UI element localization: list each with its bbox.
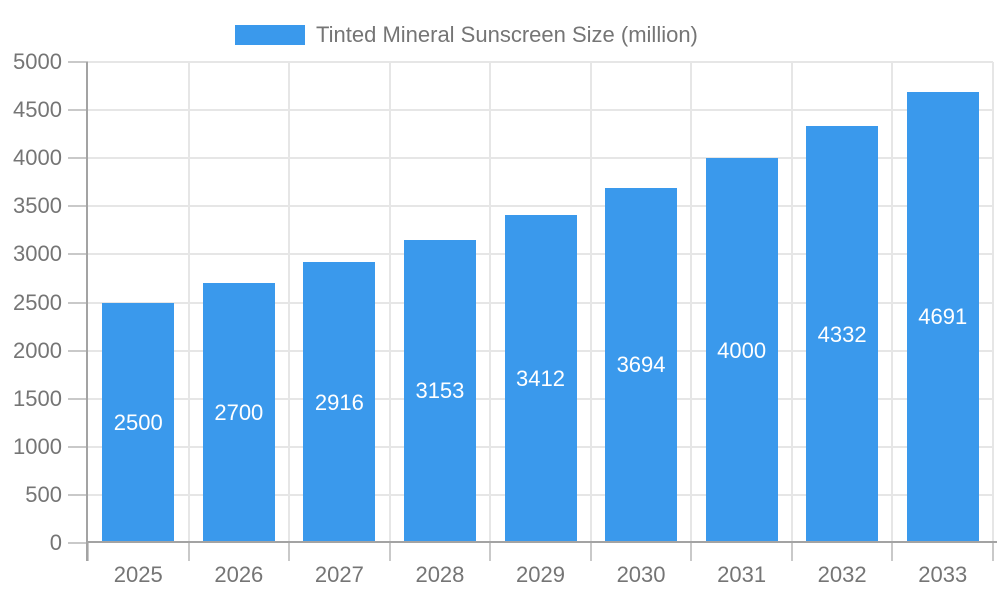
bar: 2916 <box>303 262 376 543</box>
bar: 2500 <box>102 302 175 543</box>
plot-area: 0 500 1000 1500 2000 2500 3000 3500 4000 4500 5000… <box>13 49 997 587</box>
x-tick <box>589 543 592 561</box>
x-tick-label: 2033 <box>918 562 968 587</box>
x-tick-label: 2031 <box>717 562 767 587</box>
y-tick-label: 4000 <box>13 145 62 171</box>
bar-value-label: 4332 <box>817 321 867 347</box>
x-tick <box>187 543 190 561</box>
x-gridline <box>388 62 391 543</box>
y-tick <box>68 253 88 256</box>
bar: 2700 <box>202 283 275 543</box>
bar-value-label: 4000 <box>717 337 767 363</box>
x-tick-label: 2026 <box>214 562 264 587</box>
x-gridline <box>992 62 994 543</box>
x-tick-label: 2030 <box>616 562 666 587</box>
x-tick <box>891 543 894 561</box>
x-gridline <box>891 62 894 543</box>
y-gridline <box>88 109 993 112</box>
y-gridline <box>88 157 993 160</box>
bar: 3412 <box>504 214 577 543</box>
x-gridline <box>489 62 492 543</box>
x-tick <box>790 543 793 561</box>
x-gridline <box>187 62 190 543</box>
bar-value-label: 4691 <box>918 304 968 330</box>
x-tick <box>489 543 492 561</box>
legend-label: Tinted Mineral Sunscreen Size (million) <box>316 22 698 47</box>
bar: 4332 <box>806 126 879 543</box>
bar: 4691 <box>906 91 979 543</box>
y-tick-label: 4500 <box>13 97 62 123</box>
x-tick-label: 2032 <box>817 562 867 587</box>
x-tick <box>288 543 291 561</box>
y-tick-label: 3000 <box>13 241 62 267</box>
bar: 3694 <box>605 187 678 543</box>
x-tick <box>388 543 391 561</box>
y-axis-line <box>86 62 88 561</box>
y-gridline <box>88 205 993 208</box>
y-tick-label: 5000 <box>13 49 62 74</box>
bar-value-label: 2500 <box>113 409 163 435</box>
legend-item[interactable]: Tinted Mineral Sunscreen Size (million) <box>235 22 698 48</box>
x-tick-label: 2027 <box>314 562 364 587</box>
y-tick <box>68 542 88 544</box>
y-tick-label: 0 <box>49 530 62 555</box>
x-tick-label: 2025 <box>113 562 163 587</box>
x-gridline <box>589 62 592 543</box>
x-gridline <box>790 62 793 543</box>
bar-value-label: 2916 <box>314 389 364 415</box>
x-tick-label: 2028 <box>415 562 465 587</box>
y-tick <box>68 349 88 352</box>
x-tick-label: 2029 <box>516 562 565 587</box>
x-gridline <box>690 62 693 543</box>
x-gridline <box>288 62 291 543</box>
y-tick <box>68 445 88 448</box>
y-tick-label: 1500 <box>13 385 62 411</box>
y-tick-label: 2500 <box>13 289 62 315</box>
y-tick <box>68 397 88 400</box>
y-tick-label: 1000 <box>13 433 62 459</box>
bar-value-label: 3412 <box>516 365 565 391</box>
bar-value-label: 2700 <box>214 400 264 426</box>
x-axis-line <box>86 541 997 543</box>
y-tick <box>68 493 88 496</box>
bar-value-label: 3694 <box>616 352 666 378</box>
bar: 4000 <box>705 158 778 543</box>
y-gridline <box>88 61 993 63</box>
x-tick <box>87 543 89 561</box>
bar-value-label: 3153 <box>415 378 465 404</box>
bar: 3153 <box>403 239 476 543</box>
y-tick-label: 500 <box>25 481 62 507</box>
x-tick <box>690 543 693 561</box>
y-tick <box>68 157 88 160</box>
y-tick <box>68 301 88 304</box>
y-tick-label: 3500 <box>13 193 62 219</box>
y-tick-label: 2000 <box>13 337 62 363</box>
legend-swatch <box>235 25 305 45</box>
y-tick <box>68 109 88 112</box>
y-tick <box>68 61 88 63</box>
y-tick <box>68 205 88 208</box>
x-tick <box>992 543 994 561</box>
